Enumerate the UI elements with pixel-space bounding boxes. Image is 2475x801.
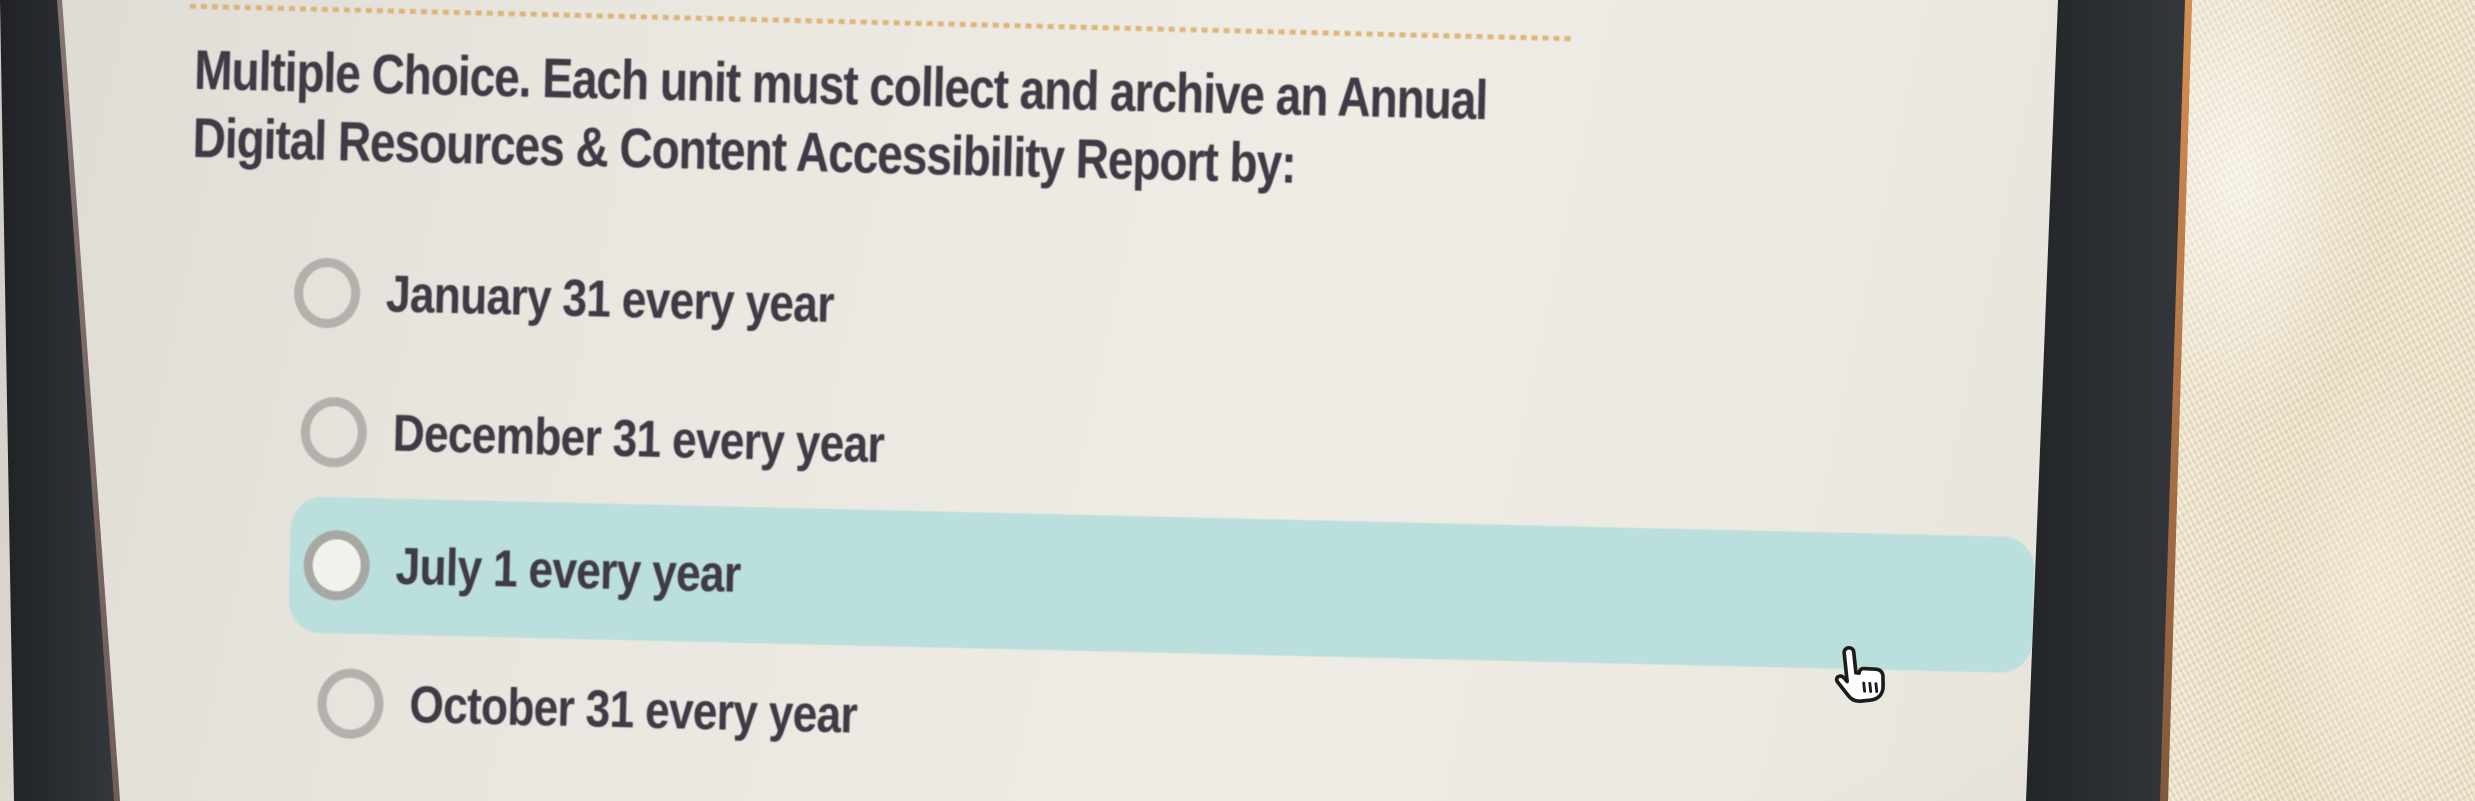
question-title: Multiple Choice. Each unit must collect … bbox=[192, 36, 1488, 202]
option-label: July 1 every year bbox=[395, 537, 742, 604]
option-label: December 31 every year bbox=[392, 404, 885, 475]
radio-button-icon[interactable] bbox=[302, 529, 371, 602]
monitor-screen: Multiple Choice. Each unit must collect … bbox=[0, 0, 2210, 801]
radio-button-icon[interactable] bbox=[300, 396, 368, 468]
radio-button-icon[interactable] bbox=[293, 257, 361, 329]
option-label: October 31 every year bbox=[408, 676, 858, 745]
question-divider-dotted-line bbox=[189, 3, 1572, 42]
wall-right-fabric-texture bbox=[2150, 0, 2475, 801]
option-row-december-31[interactable]: December 31 every year bbox=[285, 361, 972, 517]
hand-pointer-cursor-icon bbox=[1834, 645, 1885, 704]
option-row-october-31[interactable]: October 31 every year bbox=[302, 633, 938, 788]
option-label: January 31 every year bbox=[385, 265, 835, 334]
option-row-january-31[interactable]: January 31 every year bbox=[279, 222, 915, 377]
radio-button-icon[interactable] bbox=[316, 667, 385, 740]
quiz-panel: Multiple Choice. Each unit must collect … bbox=[99, 0, 2082, 801]
